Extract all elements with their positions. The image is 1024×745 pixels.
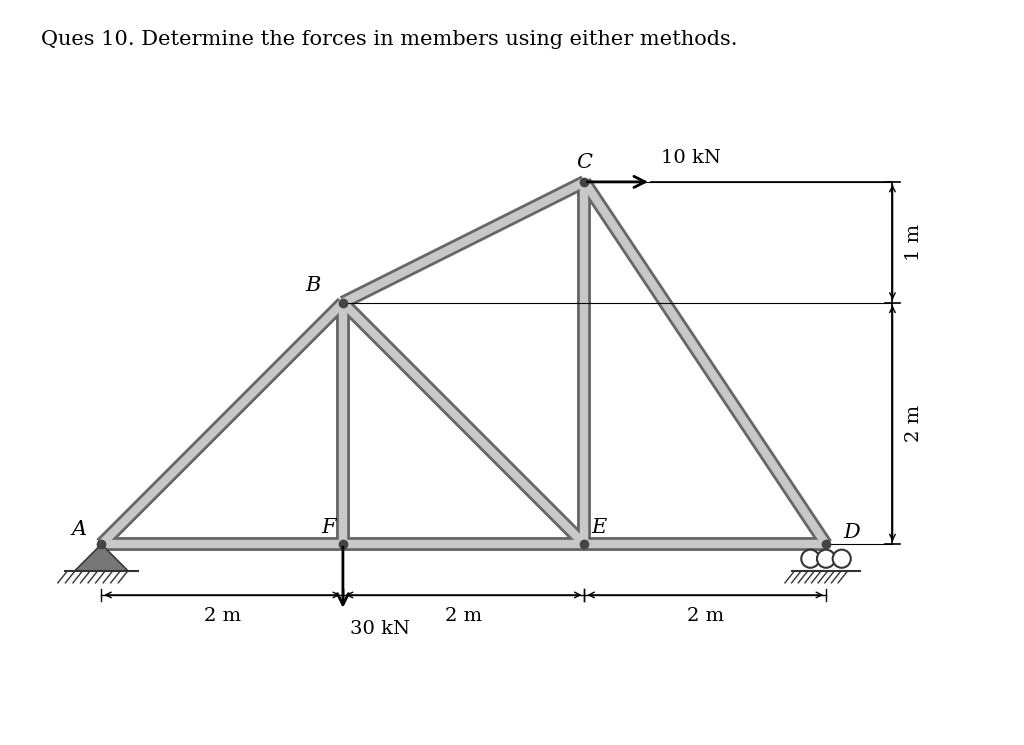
Text: A: A xyxy=(72,521,87,539)
Circle shape xyxy=(833,550,851,568)
Text: D: D xyxy=(843,523,860,542)
Circle shape xyxy=(817,550,836,568)
Text: B: B xyxy=(306,276,322,296)
Polygon shape xyxy=(75,544,128,571)
Text: Ques 10. Determine the forces in members using either methods.: Ques 10. Determine the forces in members… xyxy=(41,30,737,49)
Text: 2 m: 2 m xyxy=(445,607,482,625)
Text: 30 kN: 30 kN xyxy=(350,621,411,638)
Circle shape xyxy=(801,550,819,568)
Text: 2 m: 2 m xyxy=(204,607,241,625)
Text: 2 m: 2 m xyxy=(905,405,924,442)
Text: F: F xyxy=(322,518,336,537)
Text: 10 kN: 10 kN xyxy=(660,150,721,168)
Text: 1 m: 1 m xyxy=(905,224,924,261)
Text: C: C xyxy=(577,153,593,172)
Text: E: E xyxy=(592,518,607,537)
Text: 2 m: 2 m xyxy=(687,607,724,625)
